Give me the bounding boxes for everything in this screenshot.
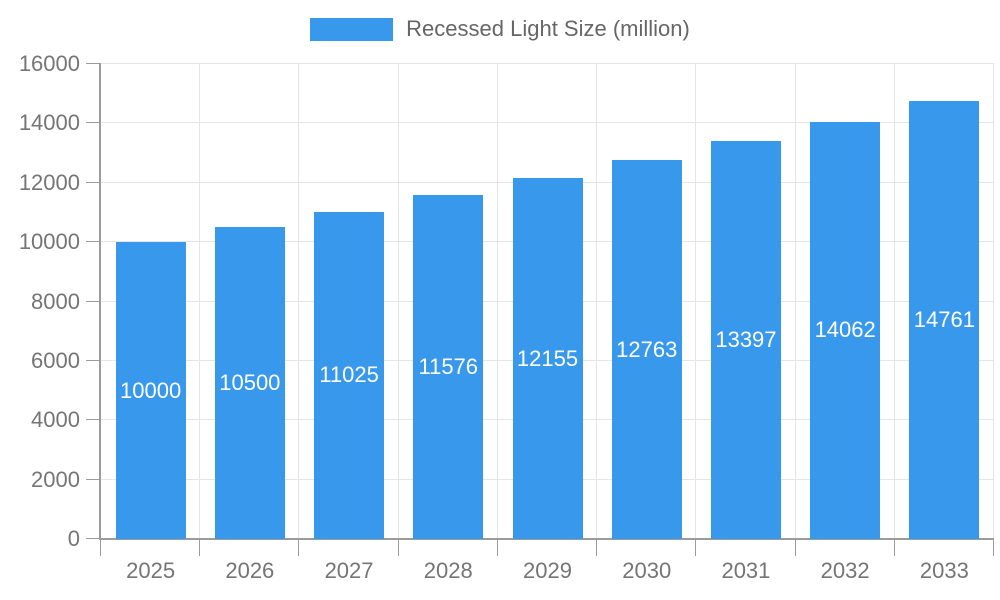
x-axis-tick-label: 2033 bbox=[919, 558, 969, 583]
x-axis-tick bbox=[596, 539, 598, 556]
gridline-vertical bbox=[397, 64, 399, 539]
bar-value-label: 10500 bbox=[219, 370, 281, 396]
bar-value-label: 13397 bbox=[715, 327, 777, 353]
bar bbox=[710, 141, 781, 539]
y-axis-tick bbox=[86, 63, 101, 64]
gridline-vertical bbox=[596, 64, 598, 539]
x-axis-tick bbox=[794, 539, 796, 556]
bar bbox=[512, 178, 583, 539]
x-axis-tick bbox=[100, 539, 101, 556]
y-axis-tick-label: 10000 bbox=[18, 229, 80, 255]
x-axis-tick bbox=[298, 539, 300, 556]
x-axis-tick-label: 2028 bbox=[423, 558, 473, 583]
bar bbox=[810, 121, 881, 539]
x-axis-tick-label: 2026 bbox=[225, 558, 275, 583]
y-axis-tick-label: 14000 bbox=[18, 110, 80, 136]
y-axis-tick bbox=[86, 419, 101, 421]
gridline-vertical bbox=[993, 64, 994, 539]
bar-value-label: 12155 bbox=[516, 345, 579, 371]
legend-item-recessed-light-size[interactable]: Recessed Light Size (million) bbox=[310, 16, 690, 42]
x-axis-tick-label: 2027 bbox=[324, 558, 374, 583]
y-axis-tick-label: 6000 bbox=[31, 347, 80, 373]
bar-value-label: 11025 bbox=[319, 362, 379, 388]
chart-legend: Recessed Light Size (million) bbox=[0, 16, 1000, 42]
x-axis-tick-label: 2030 bbox=[622, 558, 672, 583]
x-axis-tick bbox=[397, 539, 399, 556]
bar-value-label: 10000 bbox=[120, 377, 182, 403]
y-axis-line bbox=[99, 64, 101, 539]
gridline-horizontal bbox=[101, 63, 994, 64]
y-axis-tick bbox=[86, 478, 101, 480]
gridline-vertical bbox=[199, 64, 201, 539]
y-axis-tick bbox=[86, 181, 101, 183]
x-axis-tick-label: 2032 bbox=[820, 558, 870, 583]
x-axis-tick bbox=[993, 539, 994, 556]
gridline-vertical bbox=[794, 64, 796, 539]
x-axis-tick bbox=[695, 539, 697, 556]
x-axis-tick-label: 2025 bbox=[126, 558, 176, 583]
bar-value-label: 14761 bbox=[913, 306, 975, 332]
y-axis-tick-label: 8000 bbox=[31, 288, 80, 314]
x-axis-tick bbox=[893, 539, 895, 556]
bar bbox=[214, 227, 285, 539]
gridline-vertical bbox=[496, 64, 498, 539]
y-axis-tick-label: 12000 bbox=[18, 169, 80, 195]
gridline-vertical bbox=[695, 64, 697, 539]
legend-swatch-icon bbox=[310, 17, 394, 41]
bar-value-label: 11576 bbox=[418, 354, 479, 380]
bar bbox=[115, 242, 186, 539]
x-axis-tick bbox=[199, 539, 201, 556]
y-axis-tick-label: 4000 bbox=[31, 407, 80, 433]
x-axis-tick-label: 2029 bbox=[523, 558, 572, 583]
x-axis-tick-label: 2031 bbox=[721, 558, 771, 583]
bar bbox=[314, 211, 385, 539]
x-axis-tick bbox=[496, 539, 498, 556]
gridline-vertical bbox=[893, 64, 895, 539]
gridline-vertical bbox=[298, 64, 300, 539]
y-axis-tick bbox=[86, 359, 101, 361]
y-axis-tick-label: 0 bbox=[67, 526, 80, 551]
y-axis-tick bbox=[86, 300, 101, 302]
y-axis-tick bbox=[86, 538, 101, 539]
bar bbox=[611, 160, 682, 539]
legend-label: Recessed Light Size (million) bbox=[406, 16, 690, 41]
y-axis-tick-label: 2000 bbox=[31, 466, 80, 492]
bar-value-label: 14062 bbox=[814, 317, 876, 343]
bar-value-label: 12763 bbox=[616, 336, 678, 362]
y-axis-tick bbox=[86, 122, 101, 124]
bar bbox=[413, 195, 484, 539]
y-axis-tick bbox=[86, 241, 101, 243]
y-axis-tick-label: 16000 bbox=[18, 51, 80, 76]
bar bbox=[909, 100, 980, 539]
